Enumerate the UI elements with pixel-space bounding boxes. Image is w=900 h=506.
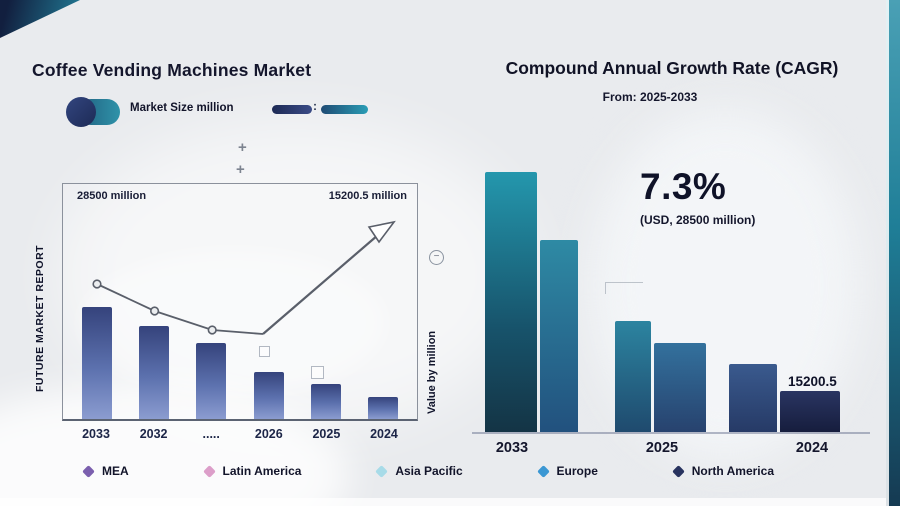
legend-label: North America	[691, 464, 774, 478]
corner-accent-shape	[0, 0, 80, 38]
square-decor	[259, 346, 270, 357]
left-chart-y-axis-label: FUTURE MARKET REPORT	[34, 244, 46, 392]
bar-2033-primary	[485, 171, 537, 432]
left-chart-x-axis: 2033 2032 ..... 2026 2025 2024	[76, 427, 404, 441]
region-legend: MEA Latin America Asia Pacific Europe No…	[82, 464, 774, 478]
legend-label: MEA	[102, 464, 129, 478]
cylinder-disc	[66, 97, 96, 127]
annotation-28500: 28500 million	[77, 190, 147, 202]
bar-2024-secondary	[780, 390, 840, 432]
x-label-dots: .....	[202, 427, 220, 441]
bar-2032	[139, 326, 170, 419]
bar-2024	[367, 396, 398, 419]
cagr-note: (USD, 28500 million)	[640, 213, 756, 227]
bottom-accent-strip	[0, 498, 886, 506]
bar-group-2033	[485, 158, 578, 432]
cagr-block: 7.3% (USD, 28500 million)	[640, 166, 755, 227]
bar-group-2025	[615, 158, 706, 432]
x-label-2026: 2026	[254, 427, 283, 441]
plus-icon: +	[236, 161, 245, 178]
data-label-15200: 15200.5	[788, 374, 837, 389]
bar-cell	[363, 301, 403, 419]
trend-line	[96, 283, 264, 335]
legend-label: Europe	[556, 464, 598, 478]
bar-cell	[191, 301, 231, 419]
legend-label: Asia Pacific	[395, 464, 463, 478]
bracket-decor	[605, 282, 643, 294]
latin-america-marker-icon	[202, 464, 216, 478]
x-label-2025: 2025	[645, 440, 679, 456]
bar-2025-primary	[615, 320, 651, 432]
teal-pill-icon	[321, 105, 368, 114]
chart-wave-decor	[81, 250, 386, 395]
europe-marker-icon	[536, 464, 550, 478]
bar-cell	[77, 301, 117, 419]
legend-label: Latin America	[222, 464, 302, 478]
legend-item-mea: MEA	[82, 464, 129, 478]
left-chart-title: Coffee Vending Machines Market	[32, 60, 312, 80]
navy-pill-icon	[272, 105, 312, 114]
bar-group-2024	[729, 158, 840, 432]
legend-item-north-america: North America	[671, 464, 774, 478]
square-decor	[311, 366, 324, 379]
x-label-2033: 2033	[495, 440, 529, 456]
trend-line-overlay	[92, 220, 396, 335]
cagr-chart	[472, 158, 870, 434]
line-marker	[149, 306, 160, 316]
pill-separator: :	[313, 99, 317, 113]
x-label-2033: 2033	[82, 427, 110, 441]
market-size-label: Market Size million	[130, 102, 234, 114]
side-accent-bar	[886, 0, 900, 506]
annotation-15200: 15200.5 million	[328, 190, 407, 202]
market-size-cylinder-icon	[66, 97, 120, 127]
growth-arrow-shaft	[262, 234, 379, 335]
legend-item-europe: Europe	[536, 464, 598, 478]
bar-cell	[134, 301, 174, 419]
bar-2033	[82, 306, 112, 419]
bar-cell	[249, 301, 289, 419]
bar-mid-years	[196, 343, 227, 419]
bar-2024-primary	[729, 364, 777, 432]
mea-marker-icon	[82, 464, 95, 478]
bar-2025-secondary	[654, 343, 706, 432]
x-label-2032: 2032	[139, 427, 168, 441]
plus-icon: +	[238, 139, 247, 156]
minus-icon: −	[429, 250, 444, 265]
line-marker	[92, 279, 102, 289]
x-label-2024: 2024	[795, 440, 829, 456]
bar-2026	[253, 371, 284, 419]
bar-2025	[310, 383, 341, 419]
right-chart-subtitle: From: 2025-2033	[602, 90, 698, 104]
x-label-2025: 2025	[312, 427, 341, 441]
market-size-chart: 28500 million 15200.5 million	[62, 183, 418, 421]
line-marker	[207, 325, 217, 335]
cagr-value: 7.3%	[640, 166, 727, 207]
legend-item-asia-pacific: Asia Pacific	[375, 464, 463, 478]
bar-cell	[306, 301, 346, 419]
right-chart-y-axis-label: Value by million	[426, 330, 438, 414]
north-america-marker-icon	[671, 464, 685, 478]
asia-pacific-marker-icon	[375, 464, 389, 478]
bar-2033-secondary	[540, 240, 578, 432]
legend-item-latin-america: Latin America	[202, 464, 302, 478]
growth-arrow-head	[367, 220, 396, 244]
chart-annotations: 28500 million 15200.5 million	[77, 190, 407, 202]
market-size-bars	[77, 301, 403, 419]
right-chart-title: Compound Annual Growth Rate (CAGR)	[505, 58, 839, 78]
x-label-2024: 2024	[370, 427, 398, 441]
